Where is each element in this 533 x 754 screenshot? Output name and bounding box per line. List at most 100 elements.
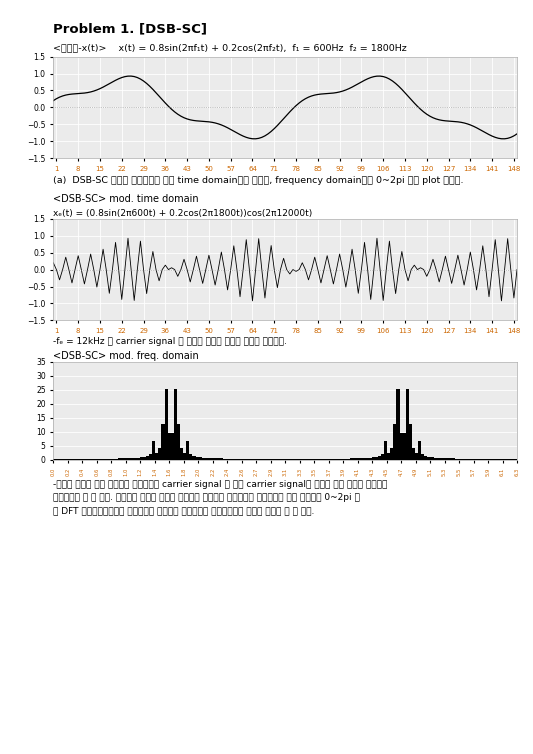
Bar	[418, 441, 421, 460]
Bar	[353, 458, 356, 460]
Bar	[402, 434, 406, 460]
Bar	[316, 459, 319, 460]
Bar	[257, 459, 261, 460]
Bar	[186, 441, 189, 460]
Bar	[362, 458, 366, 460]
Bar	[174, 388, 177, 460]
Bar	[217, 458, 220, 460]
Bar	[208, 458, 211, 460]
Bar	[440, 458, 443, 460]
Bar	[477, 459, 480, 460]
Bar	[122, 458, 124, 460]
Bar	[464, 458, 467, 460]
Bar	[279, 459, 282, 460]
Bar	[467, 458, 471, 460]
Bar	[60, 459, 62, 460]
Bar	[301, 459, 304, 460]
Bar	[359, 458, 362, 460]
Bar	[276, 459, 279, 460]
Bar	[134, 458, 137, 460]
Bar	[369, 458, 372, 460]
Bar	[180, 448, 183, 460]
Text: (a)  DSB-SC 신호를 발생시키고 이를 time domain에서 한주기, frequency domain에서 0~2pi 까지 plot 하시오: (a) DSB-SC 신호를 발생시키고 이를 time domain에서 한주…	[53, 176, 464, 185]
Bar	[297, 459, 301, 460]
Bar	[384, 441, 387, 460]
Bar	[452, 458, 455, 460]
Bar	[304, 459, 307, 460]
Bar	[498, 459, 502, 460]
Bar	[421, 454, 424, 460]
Bar	[325, 459, 328, 460]
Bar	[263, 459, 266, 460]
Bar	[443, 458, 446, 460]
Bar	[205, 458, 208, 460]
Bar	[91, 459, 93, 460]
Bar	[338, 458, 341, 460]
Bar	[261, 459, 263, 460]
Bar	[245, 459, 248, 460]
Bar	[502, 459, 505, 460]
Bar	[356, 458, 359, 460]
Bar	[236, 458, 239, 460]
Bar	[62, 459, 66, 460]
Bar	[486, 459, 489, 460]
Bar	[149, 454, 152, 460]
Bar	[183, 453, 186, 460]
Bar	[118, 458, 122, 460]
Bar	[381, 454, 384, 460]
Bar	[350, 458, 353, 460]
Bar	[322, 459, 325, 460]
Bar	[341, 458, 344, 460]
Bar	[53, 459, 56, 460]
Bar	[489, 459, 492, 460]
Bar	[242, 459, 245, 460]
Bar	[347, 458, 350, 460]
Bar	[393, 425, 397, 460]
Bar	[427, 457, 431, 460]
Bar	[387, 453, 390, 460]
Bar	[103, 458, 106, 460]
Bar	[93, 459, 96, 460]
Bar	[378, 456, 381, 460]
Bar	[474, 459, 477, 460]
Bar	[397, 388, 400, 460]
Text: <DSB-SC> mod. freq. domain: <DSB-SC> mod. freq. domain	[53, 351, 199, 361]
Bar	[214, 458, 217, 460]
Bar	[332, 458, 335, 460]
Bar	[75, 459, 78, 460]
Bar	[230, 458, 232, 460]
Bar	[483, 459, 486, 460]
Bar	[319, 459, 322, 460]
Bar	[96, 459, 100, 460]
Bar	[69, 459, 72, 460]
Text: 지 DFT 했으로주파수축의 음수부분에 있어야할 스펙트럼이 양수부분으로 옷겨져 있음을 볼 수 있다.: 지 DFT 했으로주파수축의 음수부분에 있어야할 스펙트럼이 양수부분으로 옷…	[53, 507, 314, 516]
Bar	[155, 453, 158, 460]
Bar	[140, 457, 143, 460]
Bar	[137, 458, 140, 460]
Bar	[390, 448, 393, 460]
Bar	[87, 459, 91, 460]
Bar	[449, 458, 452, 460]
Bar	[505, 459, 508, 460]
Bar	[375, 457, 378, 460]
Bar	[288, 459, 292, 460]
Bar	[161, 425, 165, 460]
Bar	[471, 458, 474, 460]
Bar	[109, 458, 112, 460]
Bar	[251, 459, 254, 460]
Bar	[146, 456, 149, 460]
Bar	[84, 459, 87, 460]
Bar	[294, 459, 297, 460]
Bar	[78, 459, 81, 460]
Bar	[211, 458, 214, 460]
Bar	[239, 458, 242, 460]
Bar	[106, 458, 109, 460]
Bar	[270, 459, 273, 460]
Bar	[189, 454, 192, 460]
Bar	[143, 457, 146, 460]
Bar	[409, 425, 412, 460]
Bar	[177, 425, 180, 460]
Bar	[171, 434, 174, 460]
Bar	[285, 459, 288, 460]
Bar	[131, 458, 134, 460]
